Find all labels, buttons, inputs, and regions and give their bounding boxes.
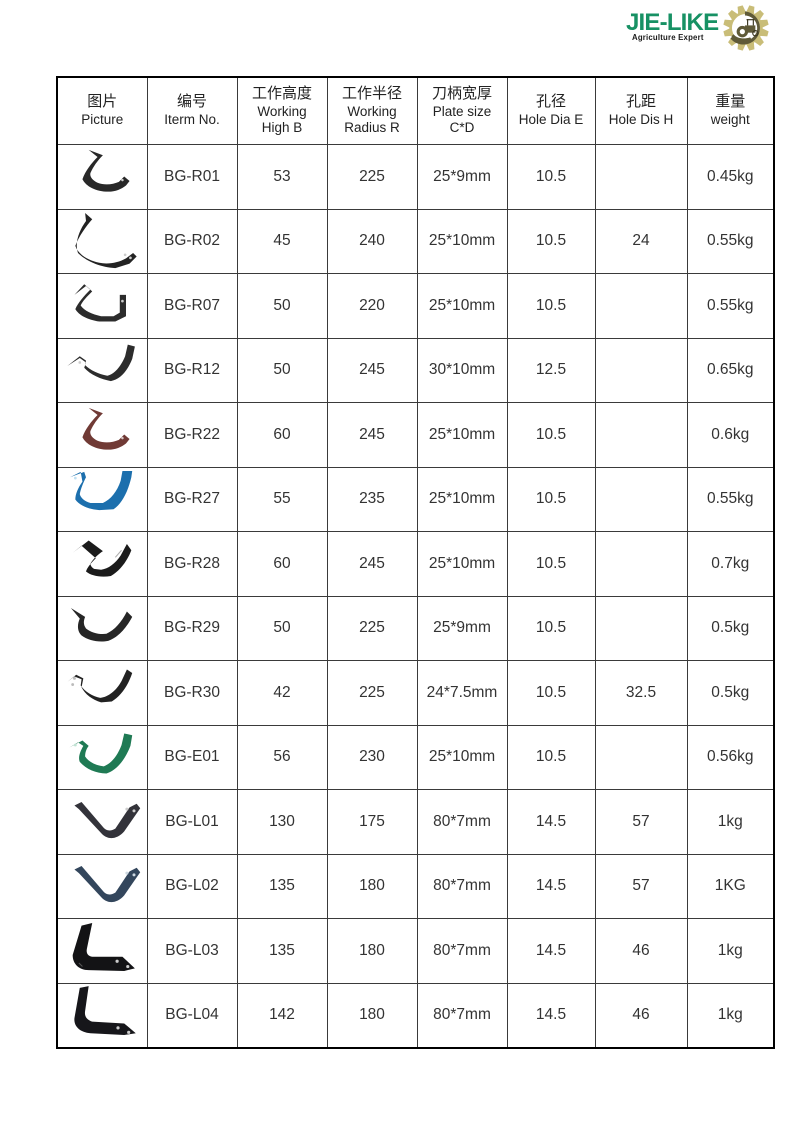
svg-text:Agriculture Expert: Agriculture Expert — [632, 33, 704, 42]
svg-text:JIE-LIKE: JIE-LIKE — [626, 9, 719, 36]
